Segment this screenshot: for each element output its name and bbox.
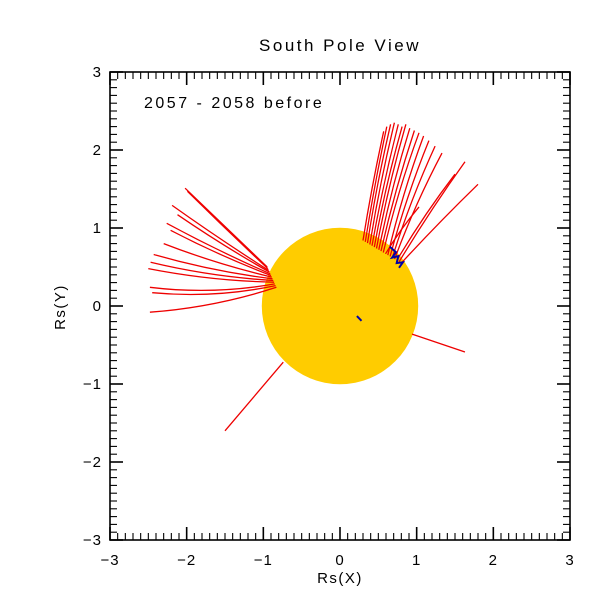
x-tick-label: 1 [412,552,421,569]
chart-title: South Pole View [259,36,421,55]
x-tick-label: 3 [565,552,574,569]
x-tick-label: −2 [177,552,196,569]
y-tick-label: −2 [83,454,102,471]
upper-right-fan [362,122,479,264]
y-axis-label: Rs(Y) [52,284,69,330]
y-tick-label: 3 [93,64,102,81]
x-tick-label: 2 [489,552,498,569]
field-lines [148,122,479,432]
chart-annotation: 2057 - 2058 before [144,95,325,112]
y-tick-label: 0 [93,298,102,315]
y-tick-label: −3 [83,532,102,549]
lower-left-line [224,361,284,432]
x-tick-label: 0 [335,552,344,569]
lower-right-line [411,333,466,353]
y-tick-label: 2 [93,142,102,159]
x-tick-label: −1 [254,552,273,569]
axis-ticks [109,71,571,541]
sun-disk [261,227,419,385]
footpoint-squiggle [389,245,406,269]
x-axis-label: Rs(X) [317,570,363,587]
tick-labels: −3 −2 −1 0 1 2 3 −3 −2 −1 0 1 2 3 [83,64,574,569]
y-tick-label: −1 [83,376,102,393]
left-fan [148,187,277,313]
x-tick-label: −3 [100,552,119,569]
blue-markers [356,245,406,322]
center-dash [356,315,363,322]
y-tick-label: 1 [93,220,102,237]
